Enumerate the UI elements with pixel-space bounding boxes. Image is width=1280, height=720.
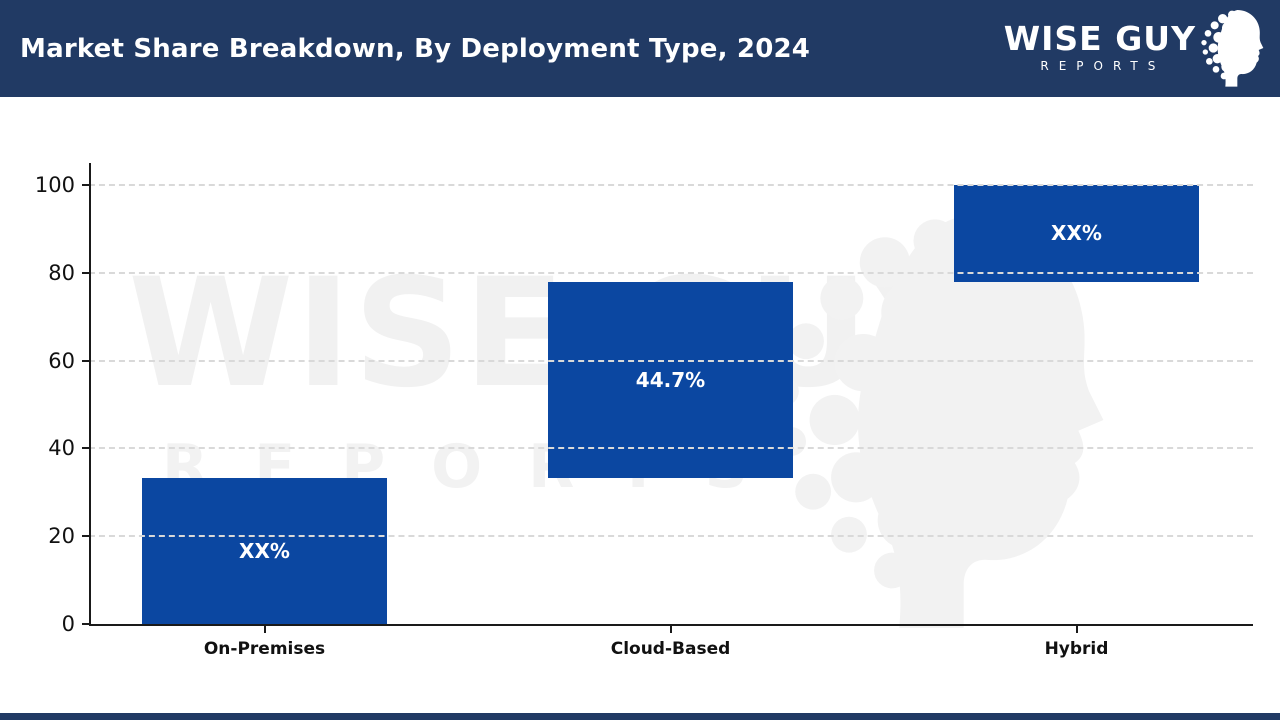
x-tick-2 [1075, 626, 1078, 633]
x-category-label-1: Cloud-Based [610, 639, 731, 659]
wiseguy-logo: WISE GUY REPORTS [1004, 6, 1268, 91]
y-tick-label-0: 0 [61, 612, 75, 636]
gridline-40 [89, 447, 1253, 450]
logo-text: WISE GUY REPORTS [1003, 19, 1196, 74]
x-category-label-0: On-Premises [203, 639, 326, 659]
bar-on-premises: XX% [142, 478, 387, 624]
x-tick-1 [669, 626, 672, 633]
x-axis-line [89, 624, 1253, 626]
bar-value-label: 44.7% [635, 368, 706, 393]
bar-hybrid: XX% [954, 184, 1199, 282]
bar-cloud-based: 44.7% [548, 281, 793, 479]
logo-sub-text: REPORTS [1040, 59, 1166, 73]
y-tick-label-60: 60 [48, 348, 75, 373]
y-tick-40 [82, 447, 89, 450]
bar-value-label: XX% [239, 539, 290, 564]
y-tick-0 [82, 623, 89, 625]
y-tick-80 [82, 271, 89, 274]
gridline-20 [89, 535, 1253, 538]
y-tick-label-100: 100 [34, 172, 75, 197]
gridline-80 [89, 271, 1253, 274]
gridline-60 [89, 359, 1253, 362]
footer-bar [0, 713, 1280, 720]
y-tick-label-20: 20 [48, 524, 75, 549]
y-tick-20 [82, 535, 89, 538]
x-tick-0 [263, 626, 266, 633]
y-tick-label-80: 80 [48, 260, 75, 285]
bar-value-label: XX% [1051, 221, 1102, 246]
header-bar: Market Share Breakdown, By Deployment Ty… [0, 0, 1280, 97]
y-tick-label-40: 40 [48, 436, 75, 461]
x-category-label-2: Hybrid [1044, 639, 1109, 659]
gridline-100 [89, 183, 1253, 186]
y-axis-line [89, 163, 91, 626]
chart-title: Market Share Breakdown, By Deployment Ty… [20, 33, 811, 64]
y-tick-100 [82, 183, 89, 186]
logo-brand-text: WISE GUY [1003, 19, 1196, 58]
y-tick-60 [82, 359, 89, 362]
